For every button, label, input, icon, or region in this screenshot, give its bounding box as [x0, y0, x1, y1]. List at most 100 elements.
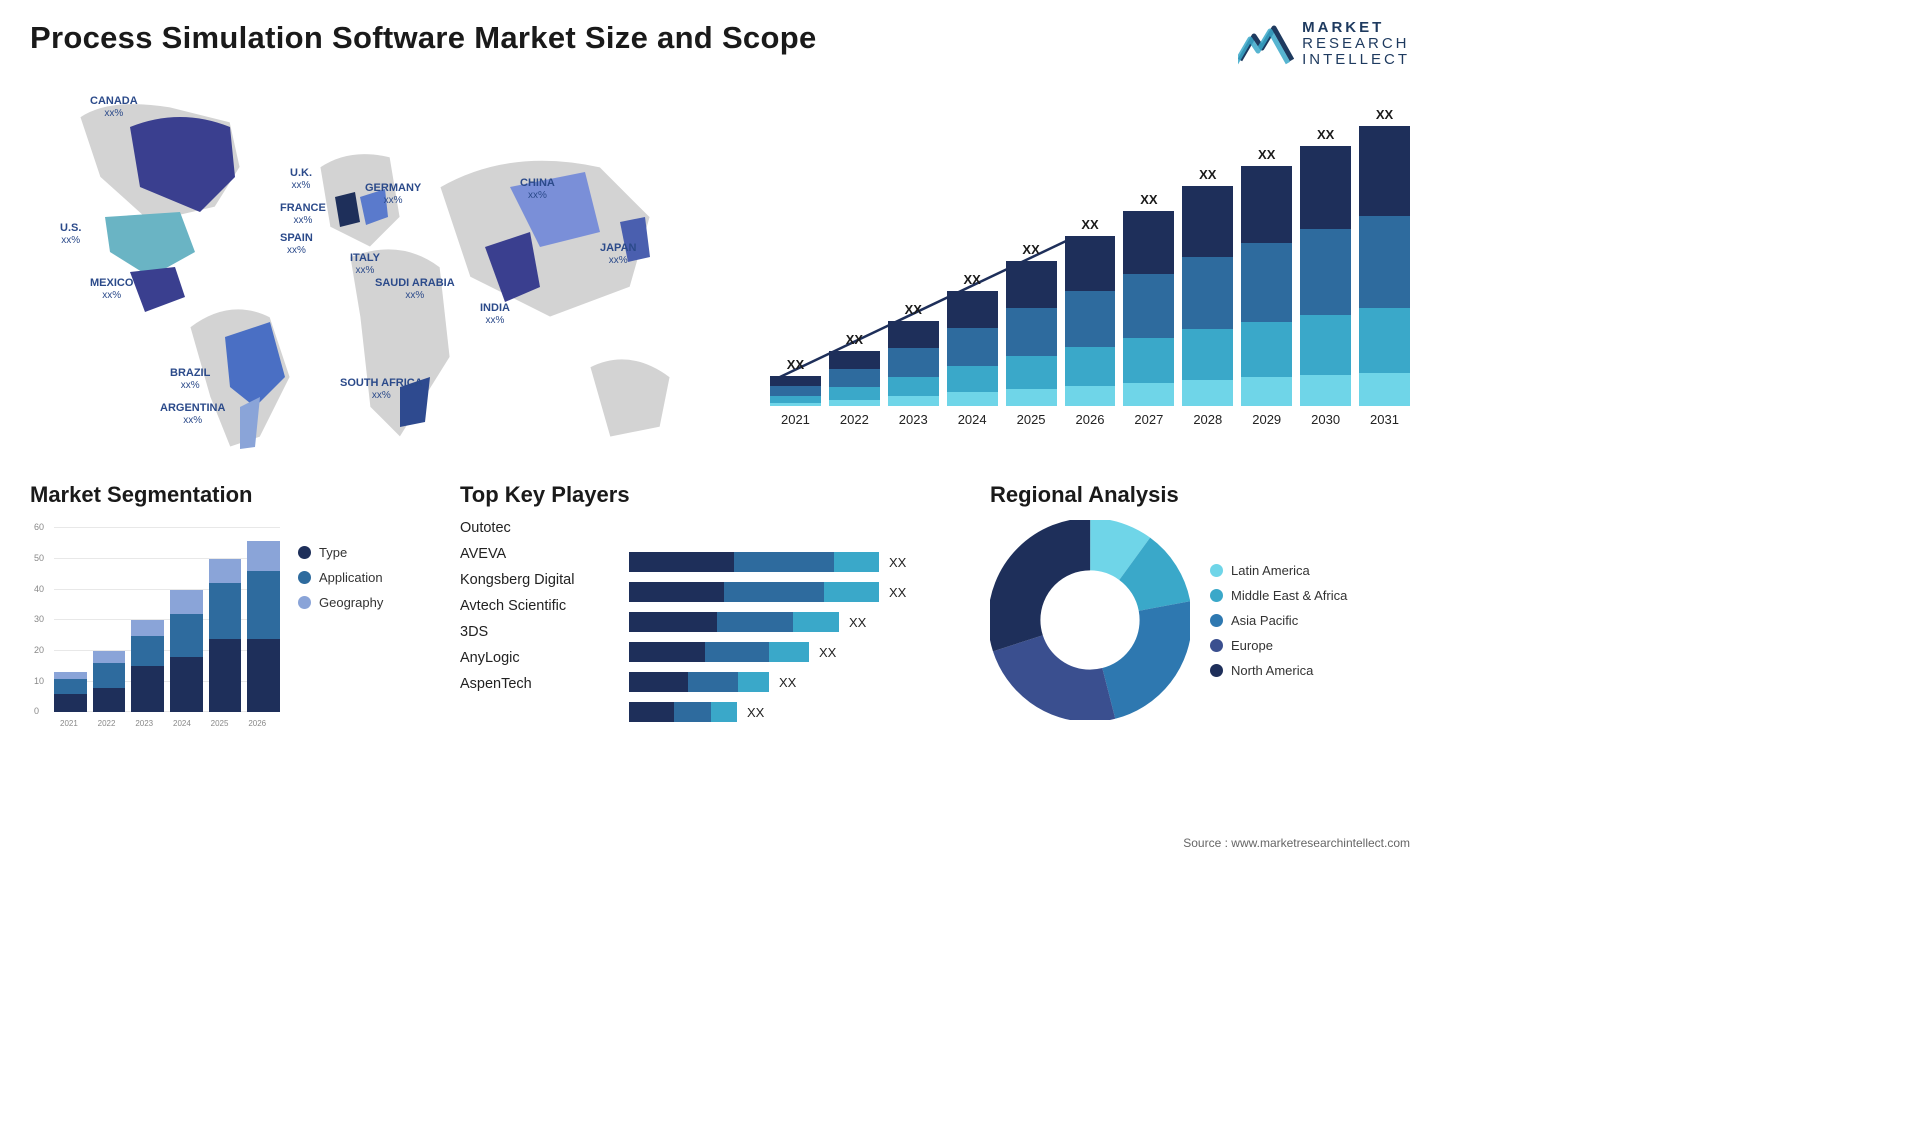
- player-name: Kongsberg Digital: [460, 572, 615, 588]
- forecast-year-label: 2031: [1370, 412, 1399, 427]
- forecast-year-label: 2023: [899, 412, 928, 427]
- forecast-chart: XX 2021 XX 2022 XX 2023 XX 2024 XX 2025 XX 2026 XX 20…: [770, 77, 1410, 457]
- segmentation-bar: [170, 590, 203, 713]
- header: Process Simulation Software Market Size …: [30, 20, 1410, 67]
- forecast-bar-value: XX: [1258, 147, 1275, 162]
- segmentation-chart: 0102030405060202120222023202420252026: [30, 520, 280, 730]
- player-bar-value: XX: [889, 555, 906, 570]
- legend-item: Europe: [1210, 638, 1347, 653]
- legend-item: Application: [298, 570, 383, 585]
- forecast-bar-value: XX: [846, 332, 863, 347]
- bottom-row: Market Segmentation 01020304050602021202…: [30, 482, 1410, 730]
- players-panel: Top Key Players Outotec AVEVA Kongsberg Di…: [460, 482, 960, 730]
- map-label: ITALYxx%: [350, 252, 380, 276]
- segmentation-bar: [247, 541, 280, 713]
- forecast-year-label: 2026: [1076, 412, 1105, 427]
- forecast-bar-value: XX: [1140, 192, 1157, 207]
- player-bar: XX: [629, 672, 960, 692]
- map-label: CANADAxx%: [90, 95, 138, 119]
- forecast-year-label: 2027: [1134, 412, 1163, 427]
- player-name: AVEVA: [460, 546, 615, 562]
- map-label: U.S.xx%: [60, 222, 81, 246]
- player-bar: XX: [629, 642, 960, 662]
- player-name: 3DS: [460, 624, 615, 640]
- forecast-year-label: 2022: [840, 412, 869, 427]
- forecast-bar: XX 2028: [1182, 167, 1233, 427]
- forecast-year-label: 2025: [1017, 412, 1046, 427]
- segmentation-bar: [54, 672, 87, 712]
- forecast-bar-value: XX: [964, 272, 981, 287]
- segmentation-panel: Market Segmentation 01020304050602021202…: [30, 482, 430, 730]
- source-attribution: Source : www.marketresearchintellect.com: [1183, 836, 1410, 850]
- player-bar-value: XX: [849, 615, 866, 630]
- map-label: ARGENTINAxx%: [160, 402, 225, 426]
- forecast-bar-value: XX: [1199, 167, 1216, 182]
- map-label: FRANCExx%: [280, 202, 326, 226]
- top-row: CANADAxx% U.S.xx% MEXICOxx% BRAZILxx% ARGENT…: [30, 77, 1410, 457]
- forecast-bar: XX 2029: [1241, 147, 1292, 427]
- map-label: SAUDI ARABIAxx%: [375, 277, 455, 301]
- regional-panel: Regional Analysis Latin America Middle Ea…: [990, 482, 1410, 730]
- forecast-year-label: 2030: [1311, 412, 1340, 427]
- forecast-bar: XX 2026: [1065, 217, 1116, 427]
- players-title: Top Key Players: [460, 482, 960, 508]
- logo-icon: [1238, 22, 1294, 66]
- map-label: SOUTH AFRICAxx%: [340, 377, 423, 401]
- player-name: AnyLogic: [460, 650, 615, 666]
- segmentation-title: Market Segmentation: [30, 482, 430, 508]
- map-label: INDIAxx%: [480, 302, 510, 326]
- legend-item: Middle East & Africa: [1210, 588, 1347, 603]
- forecast-bar-value: XX: [787, 357, 804, 372]
- regional-title: Regional Analysis: [990, 482, 1410, 508]
- legend-item: Geography: [298, 595, 383, 610]
- forecast-bar: XX 2021: [770, 357, 821, 427]
- players-list: OutotecAVEVAKongsberg DigitalAvtech Scie…: [460, 520, 615, 722]
- map-label: CHINAxx%: [520, 177, 555, 201]
- legend-item: Asia Pacific: [1210, 613, 1347, 628]
- player-bar-value: XX: [779, 675, 796, 690]
- segmentation-bar: [93, 651, 126, 712]
- player-bar: XX: [629, 612, 960, 632]
- segmentation-bar: [209, 559, 242, 712]
- page-title: Process Simulation Software Market Size …: [30, 20, 817, 56]
- regional-legend: Latin America Middle East & Africa Asia Pa…: [1210, 563, 1347, 678]
- player-bar: XX: [629, 552, 960, 572]
- map-label: JAPANxx%: [600, 242, 636, 266]
- legend-item: Type: [298, 545, 383, 560]
- player-bar: XX: [629, 582, 960, 602]
- legend-item: Latin America: [1210, 563, 1347, 578]
- forecast-year-label: 2029: [1252, 412, 1281, 427]
- forecast-bar-value: XX: [905, 302, 922, 317]
- world-map-panel: CANADAxx% U.S.xx% MEXICOxx% BRAZILxx% ARGENT…: [30, 77, 730, 457]
- map-label: SPAINxx%: [280, 232, 313, 256]
- forecast-bar: XX 2025: [1006, 242, 1057, 427]
- map-label: U.K.xx%: [290, 167, 312, 191]
- forecast-year-label: 2024: [958, 412, 987, 427]
- player-name: AspenTech: [460, 676, 615, 692]
- map-label: BRAZILxx%: [170, 367, 210, 391]
- players-bars: XX XX XX XX XX XX: [629, 520, 960, 722]
- map-label: GERMANYxx%: [365, 182, 421, 206]
- forecast-bar-value: XX: [1081, 217, 1098, 232]
- forecast-year-label: 2028: [1193, 412, 1222, 427]
- regional-donut-chart: [990, 520, 1190, 720]
- map-label: MEXICOxx%: [90, 277, 133, 301]
- forecast-bar: XX 2030: [1300, 127, 1351, 427]
- segmentation-legend: Type Application Geography: [298, 520, 383, 730]
- forecast-bar-value: XX: [1376, 107, 1393, 122]
- forecast-bar-value: XX: [1317, 127, 1334, 142]
- player-bar-value: XX: [747, 705, 764, 720]
- player-bar-value: XX: [889, 585, 906, 600]
- forecast-bar-value: XX: [1022, 242, 1039, 257]
- segmentation-bar: [131, 620, 164, 712]
- forecast-year-label: 2021: [781, 412, 810, 427]
- player-name: Outotec: [460, 520, 615, 536]
- player-bar-value: XX: [819, 645, 836, 660]
- forecast-bar: XX 2023: [888, 302, 939, 427]
- forecast-bar: XX 2024: [947, 272, 998, 427]
- forecast-bar: XX 2031: [1359, 107, 1410, 427]
- player-bar: XX: [629, 702, 960, 722]
- forecast-bar: XX 2027: [1123, 192, 1174, 427]
- logo-text: MARKET RESEARCH INTELLECT: [1302, 20, 1410, 67]
- legend-item: North America: [1210, 663, 1347, 678]
